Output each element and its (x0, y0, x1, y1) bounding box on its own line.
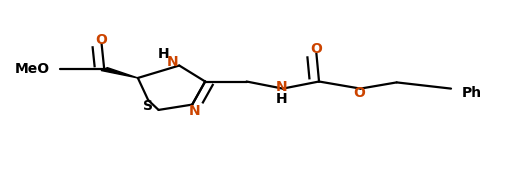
Text: S: S (143, 99, 153, 113)
Text: N: N (276, 80, 288, 94)
Text: H: H (276, 92, 288, 106)
Text: O: O (310, 42, 322, 56)
Text: N: N (167, 55, 179, 69)
Text: Ph: Ph (462, 86, 482, 100)
Text: H: H (158, 47, 170, 61)
Text: N: N (189, 104, 201, 118)
Polygon shape (101, 68, 138, 78)
Text: MeO: MeO (15, 62, 50, 76)
Text: O: O (95, 33, 107, 47)
Text: O: O (353, 86, 365, 100)
